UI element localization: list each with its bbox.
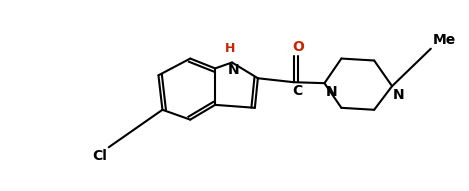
Text: C: C — [293, 84, 303, 98]
Text: H: H — [225, 42, 235, 55]
Text: O: O — [293, 40, 304, 54]
Text: Cl: Cl — [92, 149, 107, 163]
Text: Me: Me — [433, 33, 456, 47]
Text: N: N — [228, 63, 240, 78]
Text: N: N — [325, 85, 337, 99]
Text: N: N — [393, 88, 405, 102]
